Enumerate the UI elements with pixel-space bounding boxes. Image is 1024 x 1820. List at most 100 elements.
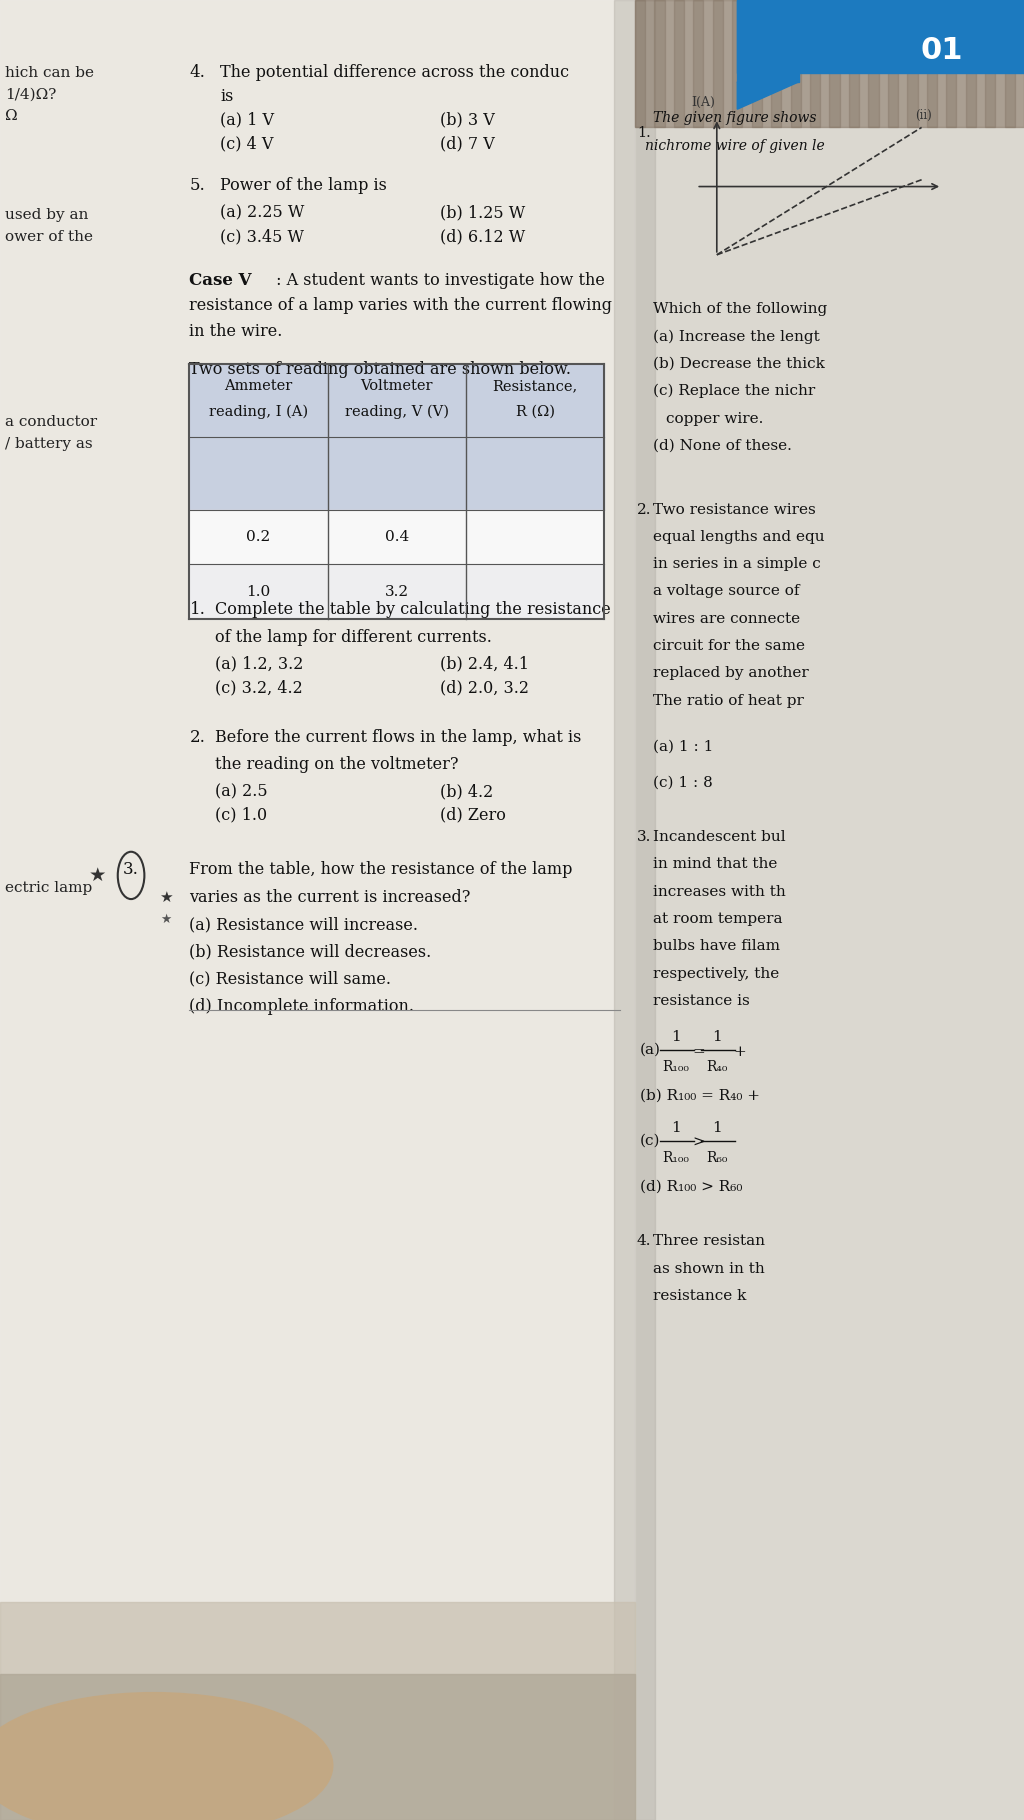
Text: circuit for the same: circuit for the same bbox=[653, 639, 805, 653]
Text: (a): (a) bbox=[640, 1043, 662, 1057]
Text: 1.: 1. bbox=[637, 126, 650, 140]
Text: (a) 1 V: (a) 1 V bbox=[220, 111, 274, 129]
Bar bbox=[737, 0, 1024, 73]
Bar bbox=[635, 0, 1024, 127]
Text: 0.2: 0.2 bbox=[247, 530, 270, 544]
Text: (d) 7 V: (d) 7 V bbox=[440, 135, 495, 153]
Bar bbox=[737, 0, 799, 82]
Text: bulbs have filam: bulbs have filam bbox=[653, 939, 780, 954]
Bar bbox=[189, 437, 604, 510]
Text: (c) 1 : 8: (c) 1 : 8 bbox=[653, 775, 713, 790]
Text: as shown in th: as shown in th bbox=[653, 1261, 765, 1276]
Text: 3.2: 3.2 bbox=[385, 584, 409, 599]
Text: (b) Decrease the thick: (b) Decrease the thick bbox=[653, 357, 825, 371]
Text: (a) Increase the lengt: (a) Increase the lengt bbox=[653, 329, 820, 344]
Bar bbox=[868, 0, 879, 127]
Text: (d) Zero: (d) Zero bbox=[440, 806, 506, 824]
Text: 1: 1 bbox=[671, 1030, 681, 1045]
Text: (d) Incomplete information.: (d) Incomplete information. bbox=[189, 997, 415, 1016]
Bar bbox=[732, 0, 742, 127]
Text: at room tempera: at room tempera bbox=[653, 912, 782, 926]
Text: 3.: 3. bbox=[123, 861, 139, 879]
Text: / battery as: / battery as bbox=[5, 437, 93, 451]
Bar bbox=[189, 564, 604, 619]
Text: 1.: 1. bbox=[189, 601, 206, 619]
Text: : A student wants to investigate how the: : A student wants to investigate how the bbox=[271, 271, 605, 289]
Text: (d) None of these.: (d) None of these. bbox=[653, 439, 793, 453]
Bar bbox=[849, 0, 859, 127]
Text: (c) 3.45 W: (c) 3.45 W bbox=[220, 228, 304, 246]
Text: 1/4)Ω?: 1/4)Ω? bbox=[5, 87, 56, 102]
Text: in mind that the: in mind that the bbox=[653, 857, 777, 872]
Text: 1: 1 bbox=[712, 1121, 722, 1136]
Text: ower of the: ower of the bbox=[5, 229, 93, 244]
Text: hich can be: hich can be bbox=[5, 66, 94, 80]
Text: >: > bbox=[692, 1136, 705, 1150]
Bar bbox=[966, 0, 976, 127]
Text: (c) Replace the nichr: (c) Replace the nichr bbox=[653, 384, 815, 399]
Text: wires are connecte: wires are connecte bbox=[653, 612, 801, 626]
Text: resistance k: resistance k bbox=[653, 1289, 746, 1303]
Text: I(A): I(A) bbox=[691, 96, 715, 109]
Bar bbox=[1005, 0, 1015, 127]
Text: 2.: 2. bbox=[637, 502, 651, 517]
Text: (d) R₁₀₀ > R₆₀: (d) R₁₀₀ > R₆₀ bbox=[640, 1179, 742, 1194]
Bar bbox=[927, 0, 937, 127]
Text: the reading on the voltmeter?: the reading on the voltmeter? bbox=[215, 755, 459, 774]
Text: respectively, the: respectively, the bbox=[653, 966, 779, 981]
Text: Two sets of reading obtained are shown below.: Two sets of reading obtained are shown b… bbox=[189, 360, 571, 379]
Bar bbox=[752, 0, 762, 127]
Text: resistance of a lamp varies with the current flowing: resistance of a lamp varies with the cur… bbox=[189, 297, 612, 315]
Text: (b) 4.2: (b) 4.2 bbox=[440, 783, 494, 801]
Text: a conductor: a conductor bbox=[5, 415, 97, 430]
Text: (c) 3.2, 4.2: (c) 3.2, 4.2 bbox=[215, 679, 303, 697]
Text: Incandescent bul: Incandescent bul bbox=[653, 830, 786, 844]
Text: (c) 1.0: (c) 1.0 bbox=[215, 806, 267, 824]
Text: 4.: 4. bbox=[189, 64, 206, 82]
Text: (d) 2.0, 3.2: (d) 2.0, 3.2 bbox=[440, 679, 529, 697]
Text: (b) R₁₀₀ = R₄₀ +: (b) R₁₀₀ = R₄₀ + bbox=[640, 1088, 760, 1103]
Bar bbox=[654, 0, 665, 127]
Bar bbox=[635, 0, 645, 127]
Bar bbox=[674, 0, 684, 127]
Text: (a) Resistance will increase.: (a) Resistance will increase. bbox=[189, 915, 419, 934]
Text: R₆₀: R₆₀ bbox=[707, 1150, 727, 1165]
Text: resistance is: resistance is bbox=[653, 994, 750, 1008]
Text: equal lengths and equ: equal lengths and equ bbox=[653, 530, 825, 544]
Bar bbox=[791, 0, 801, 127]
Text: R₁₀₀: R₁₀₀ bbox=[663, 1150, 689, 1165]
Text: ★: ★ bbox=[88, 866, 106, 885]
Text: ★: ★ bbox=[159, 890, 173, 905]
Text: The potential difference across the conduc: The potential difference across the cond… bbox=[220, 64, 569, 82]
Text: is: is bbox=[220, 87, 233, 106]
Bar bbox=[713, 0, 723, 127]
Text: Case V: Case V bbox=[189, 271, 252, 289]
Text: Resistance,: Resistance, bbox=[493, 379, 578, 393]
Bar bbox=[0, 0, 635, 1820]
Text: 1: 1 bbox=[712, 1030, 722, 1045]
Text: From the table, how the resistance of the lamp: From the table, how the resistance of th… bbox=[189, 861, 572, 879]
Bar bbox=[907, 0, 918, 127]
Text: The given figure shows: The given figure shows bbox=[653, 111, 817, 126]
Text: R₄₀: R₄₀ bbox=[707, 1059, 727, 1074]
Text: Before the current flows in the lamp, what is: Before the current flows in the lamp, wh… bbox=[215, 728, 582, 746]
Bar bbox=[0, 1674, 635, 1820]
Text: 0.4: 0.4 bbox=[385, 530, 409, 544]
Text: 01: 01 bbox=[921, 36, 964, 66]
Text: (b) 1.25 W: (b) 1.25 W bbox=[440, 204, 525, 222]
Text: 1.0: 1.0 bbox=[247, 584, 270, 599]
Text: =: = bbox=[692, 1045, 705, 1059]
Bar bbox=[888, 0, 898, 127]
Bar bbox=[829, 0, 840, 127]
Text: R₁₀₀: R₁₀₀ bbox=[663, 1059, 689, 1074]
Text: varies as the current is increased?: varies as the current is increased? bbox=[189, 888, 471, 906]
Text: 5.: 5. bbox=[189, 177, 205, 195]
Text: Three resistan: Three resistan bbox=[653, 1234, 765, 1249]
Text: (b) 2.4, 4.1: (b) 2.4, 4.1 bbox=[440, 655, 529, 673]
Polygon shape bbox=[737, 82, 799, 109]
Text: 1: 1 bbox=[671, 1121, 681, 1136]
Bar bbox=[0, 0, 635, 1820]
Text: replaced by another: replaced by another bbox=[653, 666, 809, 681]
Text: (c): (c) bbox=[640, 1134, 660, 1148]
Text: R (Ω): R (Ω) bbox=[515, 404, 555, 419]
